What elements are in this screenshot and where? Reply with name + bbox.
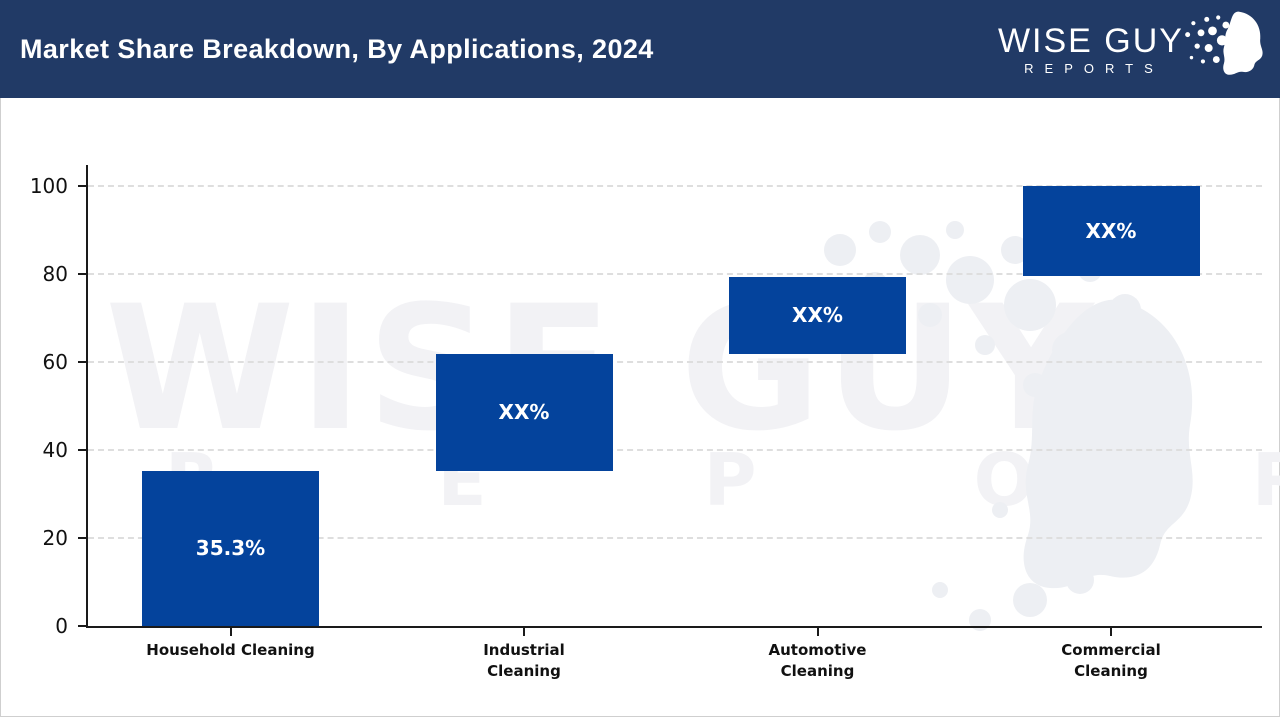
x-axis-line bbox=[86, 626, 1262, 628]
x-category-label-line: Industrial bbox=[483, 641, 565, 659]
y-tick-label-100: 100 bbox=[29, 174, 68, 199]
bar-value-label: 35.3% bbox=[195, 536, 266, 561]
bar-household-cleaning bbox=[142, 470, 319, 626]
bar-commercial-cleaning bbox=[1022, 186, 1200, 277]
gridline-60 bbox=[88, 361, 1262, 364]
y-tick-20 bbox=[78, 537, 86, 540]
gridline-20 bbox=[88, 537, 1262, 540]
bar-value-label: XX% bbox=[792, 303, 843, 328]
y-tick-label-0: 0 bbox=[55, 614, 68, 638]
x-category-label: Commercial Cleaning bbox=[1001, 640, 1221, 682]
x-tick-2 bbox=[816, 628, 819, 636]
y-tick-0 bbox=[78, 625, 86, 627]
header-bar: Market Share Breakdown, By Applications,… bbox=[0, 0, 1280, 98]
x-tick-3 bbox=[1110, 628, 1112, 636]
brand-name: WISE GUY bbox=[997, 21, 1184, 60]
brand-logo-text: WISE GUY REPORTS bbox=[998, 23, 1184, 76]
x-category-label: Automotive Cleaning bbox=[708, 640, 928, 682]
gridline-100 bbox=[88, 185, 1262, 188]
bar-value-label: XX% bbox=[1085, 219, 1137, 244]
y-axis-line bbox=[86, 165, 88, 628]
y-tick-60 bbox=[78, 361, 86, 364]
x-tick-0 bbox=[229, 628, 232, 636]
bar-automotive-cleaning bbox=[729, 276, 906, 355]
x-category-label-line: Cleaning bbox=[487, 662, 561, 680]
brand-logo: WISE GUY REPORTS bbox=[998, 6, 1266, 92]
x-category-label: Household Cleaning bbox=[121, 640, 341, 661]
gridline-40 bbox=[88, 449, 1262, 452]
y-tick-label-20: 20 bbox=[42, 526, 68, 551]
x-category-label-line: Cleaning bbox=[1074, 662, 1148, 680]
y-tick-label-60: 60 bbox=[42, 350, 68, 375]
y-tick-label-40: 40 bbox=[42, 438, 68, 463]
brand-subname: REPORTS bbox=[1024, 60, 1164, 76]
logo-face-icon bbox=[1185, 11, 1263, 75]
gridline-80 bbox=[88, 273, 1262, 276]
x-category-label-line: Automotive bbox=[768, 641, 867, 659]
bar-industrial-cleaning bbox=[435, 354, 613, 471]
y-tick-label-80: 80 bbox=[42, 262, 68, 287]
x-category-label: Industrial Cleaning bbox=[414, 640, 634, 682]
page-title: Market Share Breakdown, By Applications,… bbox=[20, 33, 654, 64]
y-tick-40 bbox=[78, 449, 86, 452]
x-category-label-line: Cleaning bbox=[780, 662, 855, 680]
y-tick-80 bbox=[78, 273, 86, 276]
x-tick-1 bbox=[523, 628, 525, 636]
x-category-label-line: Household Cleaning bbox=[146, 641, 315, 659]
bar-value-label: XX% bbox=[498, 400, 550, 425]
y-tick-100 bbox=[78, 185, 86, 188]
x-category-label-line: Commercial bbox=[1061, 641, 1161, 659]
